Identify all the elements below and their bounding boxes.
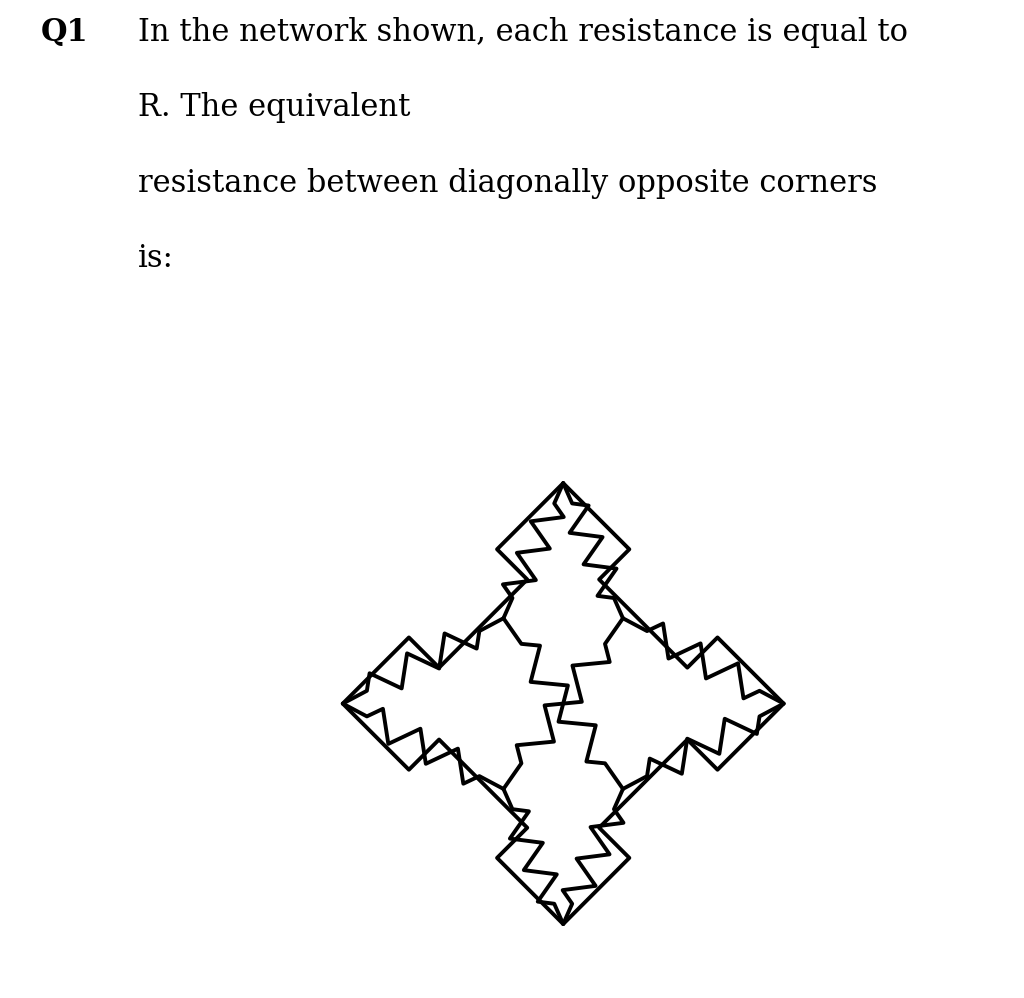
Text: Q1: Q1 (41, 17, 89, 48)
Text: is:: is: (138, 244, 174, 274)
Text: resistance between diagonally opposite corners: resistance between diagonally opposite c… (138, 168, 878, 199)
Text: In the network shown, each resistance is equal to: In the network shown, each resistance is… (138, 17, 908, 48)
Text: R. The equivalent: R. The equivalent (138, 92, 411, 123)
